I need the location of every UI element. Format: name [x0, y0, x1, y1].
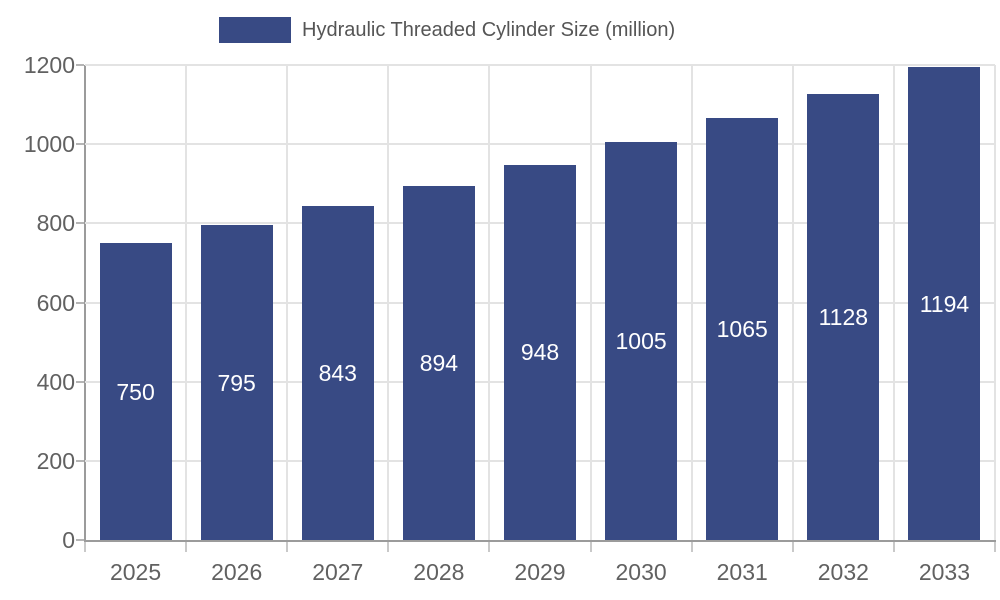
y-tick-mark [76, 301, 84, 304]
y-tick-mark [76, 459, 84, 462]
y-tick-label: 1200 [23, 52, 75, 78]
x-axis-line [84, 540, 996, 542]
x-tick-mark [387, 542, 390, 552]
gridline-horizontal [85, 143, 995, 146]
bar-value-label: 843 [318, 360, 357, 387]
x-tick-label: 2030 [615, 559, 667, 585]
y-tick-mark [76, 64, 84, 66]
y-axis-line [84, 65, 86, 542]
gridline-horizontal [85, 64, 995, 66]
gridline-vertical [488, 65, 491, 540]
x-tick-label: 2025 [109, 559, 162, 585]
x-tick-mark [84, 542, 86, 552]
gridline-vertical [286, 65, 289, 540]
bar-value-label: 894 [419, 350, 459, 377]
gridline-vertical [185, 65, 188, 540]
gridline-vertical [994, 65, 996, 540]
x-tick-mark [892, 542, 895, 552]
gridline-vertical [690, 65, 693, 540]
x-tick-label: 2031 [716, 559, 768, 585]
x-tick-mark [286, 542, 289, 552]
x-tick-label: 2026 [211, 559, 263, 585]
bar[interactable] [200, 225, 273, 540]
bar-value-label: 750 [116, 378, 155, 405]
bar[interactable] [908, 67, 981, 540]
x-tick-label: 2029 [514, 559, 566, 585]
gridline-vertical [892, 65, 895, 540]
y-tick-mark [76, 380, 84, 383]
gridline-vertical [589, 65, 592, 540]
x-tick-label: 2033 [918, 559, 971, 585]
y-tick-mark [76, 143, 84, 146]
y-tick-label: 1000 [23, 131, 75, 158]
bar-value-label: 1128 [818, 303, 869, 330]
legend-label: Hydraulic Threaded Cylinder Size (millio… [302, 19, 676, 41]
x-tick-mark [589, 542, 592, 552]
y-tick-label: 0 [62, 527, 75, 553]
bar[interactable] [99, 243, 172, 540]
gridline-vertical [791, 65, 794, 540]
x-tick-label: 2027 [312, 559, 364, 585]
y-tick-label: 800 [36, 210, 75, 237]
x-tick-label: 2028 [413, 559, 465, 585]
y-tick-label: 600 [36, 289, 75, 316]
x-tick-mark [791, 542, 794, 552]
x-tick-mark [185, 542, 188, 552]
x-tick-mark [690, 542, 693, 552]
bar[interactable] [706, 118, 779, 540]
y-tick-mark [76, 222, 84, 225]
bar[interactable] [504, 164, 576, 540]
bar[interactable] [301, 206, 374, 540]
bar[interactable] [807, 93, 880, 540]
gridline-vertical [387, 65, 390, 540]
bar-value-label: 1005 [615, 328, 667, 355]
bar-value-label: 948 [520, 339, 560, 366]
legend-swatch [219, 17, 291, 43]
legend[interactable]: Hydraulic Threaded Cylinder Size (millio… [219, 17, 675, 43]
y-tick-label: 200 [36, 447, 75, 474]
y-tick-mark [76, 539, 84, 541]
x-tick-mark [994, 542, 996, 552]
y-tick-label: 400 [36, 368, 75, 395]
bar-value-label: 1194 [919, 290, 970, 317]
x-tick-label: 2032 [817, 559, 869, 585]
bar-value-label: 1065 [716, 316, 768, 343]
bar[interactable] [605, 142, 678, 540]
bar[interactable] [402, 186, 475, 540]
x-tick-mark [488, 542, 491, 552]
plot-area: 750 795 843 894 948 1005 1065 1128 1194 [85, 64, 996, 540]
bar-value-label: 795 [217, 369, 256, 396]
